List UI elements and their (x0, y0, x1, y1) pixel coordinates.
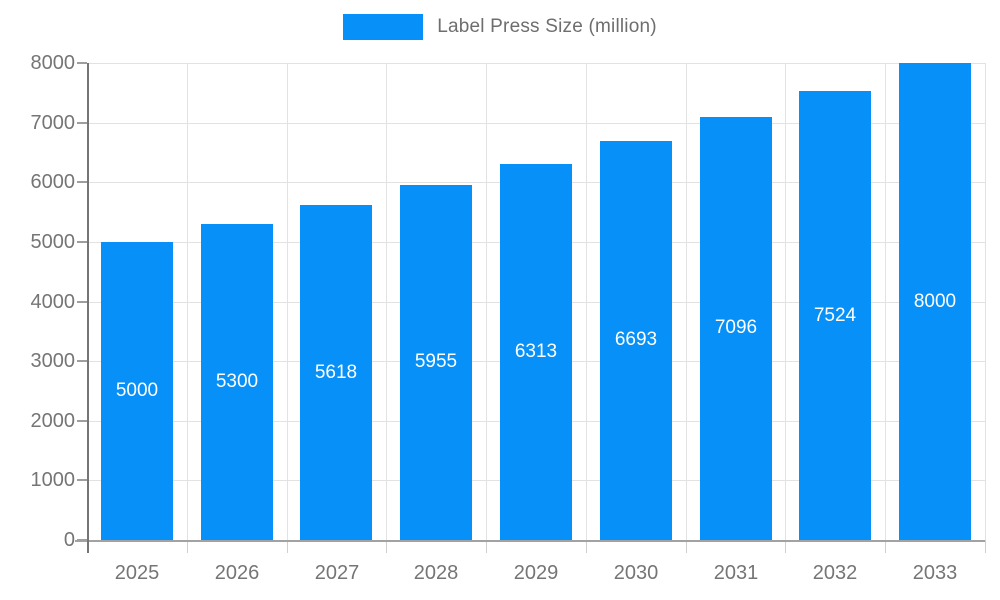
x-tick-label: 2028 (413, 562, 459, 584)
bar (500, 164, 572, 540)
bar (400, 185, 472, 540)
bar (101, 242, 173, 540)
bar (300, 205, 372, 540)
y-tick-label: 1000 (30, 469, 76, 491)
bar-value-label: 6313 (514, 341, 558, 362)
y-axis-tick (77, 420, 87, 422)
y-axis-tick (77, 181, 87, 183)
y-axis-tick (77, 122, 87, 124)
gridline-vertical (885, 63, 886, 540)
x-axis-tick (885, 540, 886, 553)
y-axis-tick (77, 479, 87, 481)
gridline-vertical (486, 63, 487, 540)
x-tick-label: 2033 (912, 562, 958, 584)
x-axis-tick (985, 540, 986, 553)
bar-value-label: 7524 (813, 305, 857, 326)
bar-value-label: 7096 (714, 317, 758, 338)
x-axis-tick (686, 540, 687, 553)
legend-swatch (343, 14, 424, 40)
x-axis-tick (785, 540, 786, 553)
gridline-vertical (985, 63, 986, 540)
bar-value-label: 8000 (913, 291, 957, 312)
x-axis-line (75, 540, 985, 542)
x-tick-label: 2030 (613, 562, 659, 584)
x-axis-tick (386, 540, 387, 553)
y-axis-tick (77, 301, 87, 303)
bar-value-label: 5618 (314, 362, 358, 383)
y-axis-tick (77, 360, 87, 362)
x-tick-label: 2026 (214, 562, 260, 584)
legend: Label Press Size (million) (0, 14, 1000, 40)
gridline-vertical (386, 63, 387, 540)
gridline-vertical (785, 63, 786, 540)
y-axis-tick (77, 62, 87, 64)
bar (899, 63, 971, 540)
gridline-vertical (686, 63, 687, 540)
y-tick-label: 8000 (30, 52, 76, 74)
y-tick-label: 6000 (30, 171, 76, 193)
gridline-horizontal (87, 123, 985, 124)
x-tick-label: 2031 (713, 562, 759, 584)
y-axis-line (87, 63, 89, 553)
gridline-vertical (287, 63, 288, 540)
bar (700, 117, 772, 540)
y-tick-label: 2000 (30, 410, 76, 432)
x-axis-tick (586, 540, 587, 553)
bar-value-label: 6693 (614, 329, 658, 350)
bar (600, 141, 672, 540)
y-axis-tick (77, 241, 87, 243)
legend-label: Label Press Size (million) (437, 16, 657, 37)
x-tick-label: 2029 (513, 562, 559, 584)
gridline-vertical (586, 63, 587, 540)
gridline-vertical (187, 63, 188, 540)
gridline-horizontal (87, 63, 985, 64)
y-tick-label: 4000 (30, 291, 76, 313)
x-axis-tick (187, 540, 188, 553)
x-tick-label: 2032 (812, 562, 858, 584)
bar-value-label: 5000 (115, 380, 159, 401)
bar-value-label: 5300 (215, 371, 259, 392)
bar (799, 91, 871, 540)
x-axis-tick (486, 540, 487, 553)
y-tick-label: 7000 (30, 112, 76, 134)
bar (201, 224, 273, 540)
x-axis-tick (287, 540, 288, 553)
y-tick-label: 5000 (30, 231, 76, 253)
x-tick-label: 2027 (314, 562, 360, 584)
y-tick-label: 0 (63, 529, 75, 551)
y-tick-label: 3000 (30, 350, 76, 372)
bar-value-label: 5955 (414, 351, 458, 372)
x-tick-label: 2025 (114, 562, 160, 584)
